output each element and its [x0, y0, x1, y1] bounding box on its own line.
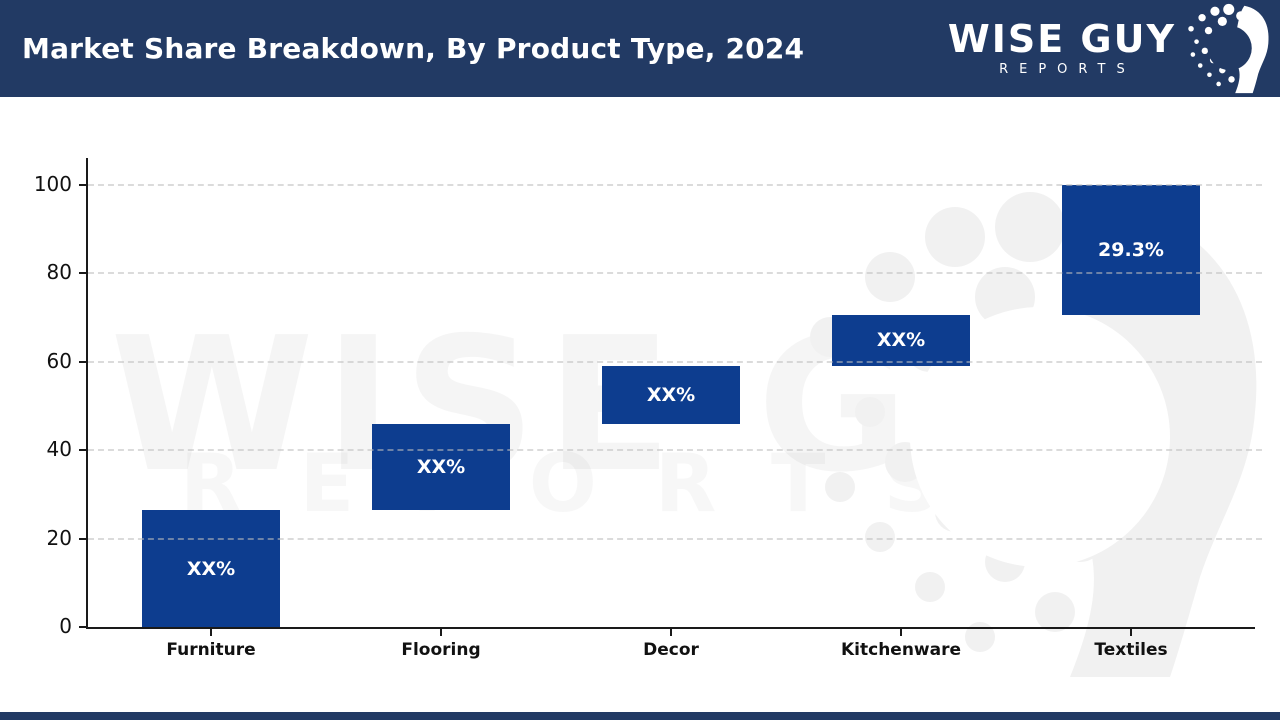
bar-segment: XX%: [602, 365, 740, 425]
bar-segment: XX%: [142, 510, 280, 627]
x-tick-mark: [440, 629, 442, 636]
gridline: [88, 537, 1262, 540]
x-axis-label: Decor: [643, 640, 699, 660]
y-tick-mark: [79, 626, 87, 628]
footer-bar: [0, 712, 1280, 720]
y-tick-label: 100: [33, 172, 72, 196]
bar-value-label: XX%: [186, 557, 236, 580]
y-tick-mark: [79, 272, 87, 275]
y-tick-label: 0: [59, 614, 72, 638]
y-tick-mark: [79, 537, 87, 540]
x-axis-label: Textiles: [1094, 640, 1168, 660]
bar-segment: XX%: [372, 424, 510, 511]
y-tick-mark: [79, 184, 87, 186]
x-axis-label: Furniture: [166, 640, 256, 660]
y-axis-line: [86, 158, 88, 629]
gridline: [88, 272, 1262, 275]
bar-value-label: 29.3%: [1098, 238, 1164, 261]
brand-logo: WISE GUY REPORTS: [948, 3, 1280, 95]
y-tick-label: 40: [46, 437, 72, 462]
bar-value-label: XX%: [646, 383, 696, 406]
brand-logo-text: WISE GUY REPORTS: [948, 20, 1176, 77]
y-tick-label: 60: [46, 348, 72, 373]
x-tick-mark: [670, 629, 672, 636]
bar-segment: XX%: [832, 314, 970, 366]
bar-value-label: XX%: [416, 456, 466, 479]
x-axis-label: Flooring: [401, 640, 481, 660]
brand-subname: REPORTS: [999, 62, 1136, 77]
x-axis-line: [86, 627, 1255, 629]
x-axis-label: Kitchenware: [840, 640, 962, 660]
header-bar: Market Share Breakdown, By Product Type,…: [0, 0, 1280, 97]
bar-segment: 29.3%: [1062, 185, 1200, 315]
bar-value-label: XX%: [876, 329, 926, 352]
gridline: [88, 360, 1262, 363]
y-tick-mark: [79, 360, 87, 363]
x-tick-mark: [900, 629, 902, 636]
gridline: [88, 449, 1262, 452]
brand-name: WISE GUY: [947, 17, 1176, 61]
y-tick-label: 20: [46, 525, 72, 550]
brand-head-icon: [1188, 3, 1269, 93]
chart-title: Market Share Breakdown, By Product Type,…: [22, 32, 805, 65]
x-tick-mark: [1130, 629, 1132, 636]
gridline: [88, 184, 1262, 186]
x-tick-mark: [210, 629, 212, 636]
y-tick-label: 80: [46, 260, 72, 285]
y-tick-mark: [79, 449, 87, 452]
